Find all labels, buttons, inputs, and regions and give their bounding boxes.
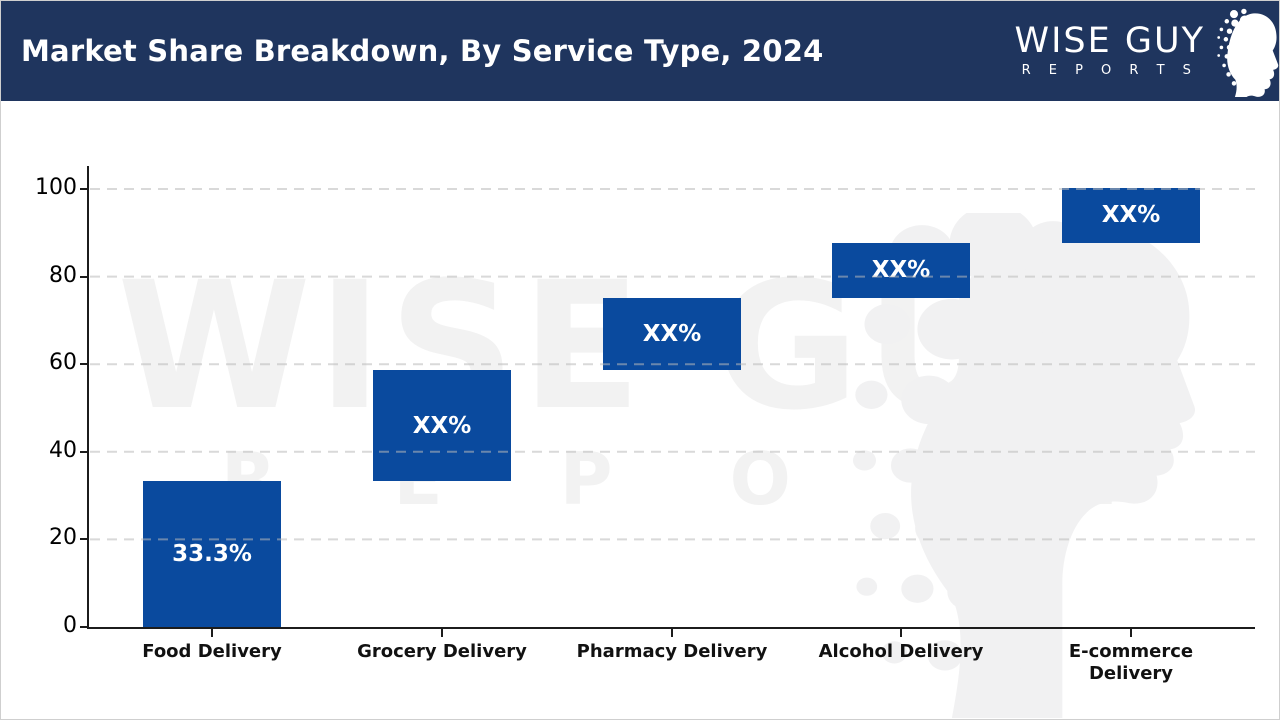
y-tick-label: 20 <box>49 525 77 551</box>
y-tick-mark <box>80 450 87 453</box>
y-axis-line <box>87 166 89 629</box>
brand-tagline: R E P O R T S <box>1021 63 1198 78</box>
brand-logo: WISE GUY R E P O R T S <box>1014 1 1279 101</box>
y-tick-mark <box>80 363 87 366</box>
header-bar: Market Share Breakdown, By Service Type,… <box>1 1 1279 101</box>
x-tick-label-food-delivery: Food Delivery <box>142 641 282 662</box>
y-tick-label: 80 <box>49 262 77 288</box>
brand-text: WISE GUY R E P O R T S <box>1014 21 1205 79</box>
y-tick-label: 60 <box>49 350 77 376</box>
x-axis-line <box>87 627 1255 629</box>
y-tick-label: 100 <box>35 175 77 200</box>
x-tick-mark-alcohol-delivery <box>900 629 902 637</box>
x-tick-mark-e-commerce-delivery <box>1130 629 1132 637</box>
x-tick-label-grocery-delivery: Grocery Delivery <box>357 641 527 662</box>
x-tick-label-e-commerce-delivery: E-commerce Delivery <box>1068 641 1194 684</box>
bar-value-label-pharmacy-delivery: XX% <box>642 320 702 347</box>
y-tick-mark <box>80 626 87 628</box>
chart-area: WISE GUY R E P O R T S 02040608010033.3%… <box>1 101 1279 719</box>
x-tick-mark-food-delivery <box>211 629 213 637</box>
bar-value-label-alcohol-delivery: XX% <box>871 257 931 284</box>
bar-alcohol-delivery: XX% <box>832 242 970 298</box>
x-tick-mark-pharmacy-delivery <box>671 629 673 637</box>
y-tick-mark <box>80 538 87 541</box>
bar-food-delivery: 33.3% <box>143 481 281 627</box>
brand-name: WISE GUY <box>1014 21 1205 61</box>
bar-value-label-grocery-delivery: XX% <box>412 412 472 439</box>
y-tick-mark <box>80 275 87 278</box>
bar-value-label-e-commerce-delivery: XX% <box>1101 202 1161 229</box>
y-tick-label: 0 <box>63 613 77 638</box>
bar-e-commerce-delivery: XX% <box>1062 188 1200 243</box>
x-tick-mark-grocery-delivery <box>441 629 443 637</box>
y-tick-mark <box>80 188 87 190</box>
y-tick-label: 40 <box>49 437 77 463</box>
x-tick-label-pharmacy-delivery: Pharmacy Delivery <box>576 641 768 662</box>
bar-pharmacy-delivery: XX% <box>603 297 741 371</box>
x-tick-label-alcohol-delivery: Alcohol Delivery <box>818 641 984 662</box>
brand-head-icon <box>1217 8 1279 97</box>
page-title: Market Share Breakdown, By Service Type,… <box>21 34 824 68</box>
bar-value-label-food-delivery: 33.3% <box>172 541 252 568</box>
bar-grocery-delivery: XX% <box>373 370 511 482</box>
